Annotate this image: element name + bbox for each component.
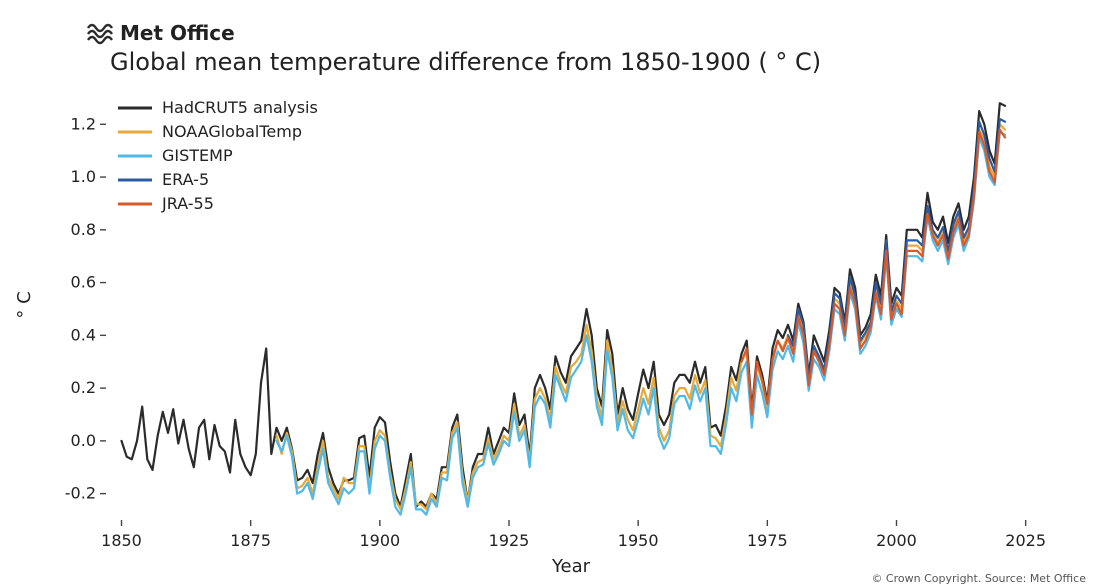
legend-label: NOAAGlobalTemp (162, 122, 302, 141)
chart-background (0, 0, 1096, 587)
x-tick-label: 2025 (1005, 531, 1046, 550)
legend-label: GISTEMP (162, 146, 233, 165)
y-tick-label: 1.0 (71, 167, 96, 186)
x-tick-label: 1975 (747, 531, 788, 550)
y-tick-label: -0.2 (65, 484, 96, 503)
chart-title: Global mean temperature difference from … (110, 48, 821, 76)
y-tick-label: 0.0 (71, 431, 96, 450)
legend-label: ERA-5 (162, 170, 209, 189)
y-tick-label: 0.4 (71, 325, 96, 344)
legend-label: JRA-55 (161, 194, 214, 213)
y-tick-label: 0.8 (71, 220, 96, 239)
temperature-chart: Met Office Global mean temperature diffe… (0, 0, 1096, 587)
x-tick-label: 1925 (489, 531, 530, 550)
x-axis-label: Year (551, 556, 591, 577)
legend-label: HadCRUT5 analysis (162, 98, 318, 117)
x-tick-label: 1875 (230, 531, 271, 550)
copyright-text: © Crown Copyright. Source: Met Office (871, 572, 1086, 585)
x-tick-label: 1850 (101, 531, 142, 550)
x-tick-label: 1950 (618, 531, 659, 550)
y-tick-label: 1.2 (71, 114, 96, 133)
y-tick-label: 0.6 (71, 273, 96, 292)
y-tick-label: 0.2 (71, 378, 96, 397)
x-tick-label: 2000 (876, 531, 917, 550)
y-axis-label: ° C (14, 291, 35, 318)
brand-text: Met Office (120, 21, 235, 45)
x-tick-label: 1900 (359, 531, 400, 550)
